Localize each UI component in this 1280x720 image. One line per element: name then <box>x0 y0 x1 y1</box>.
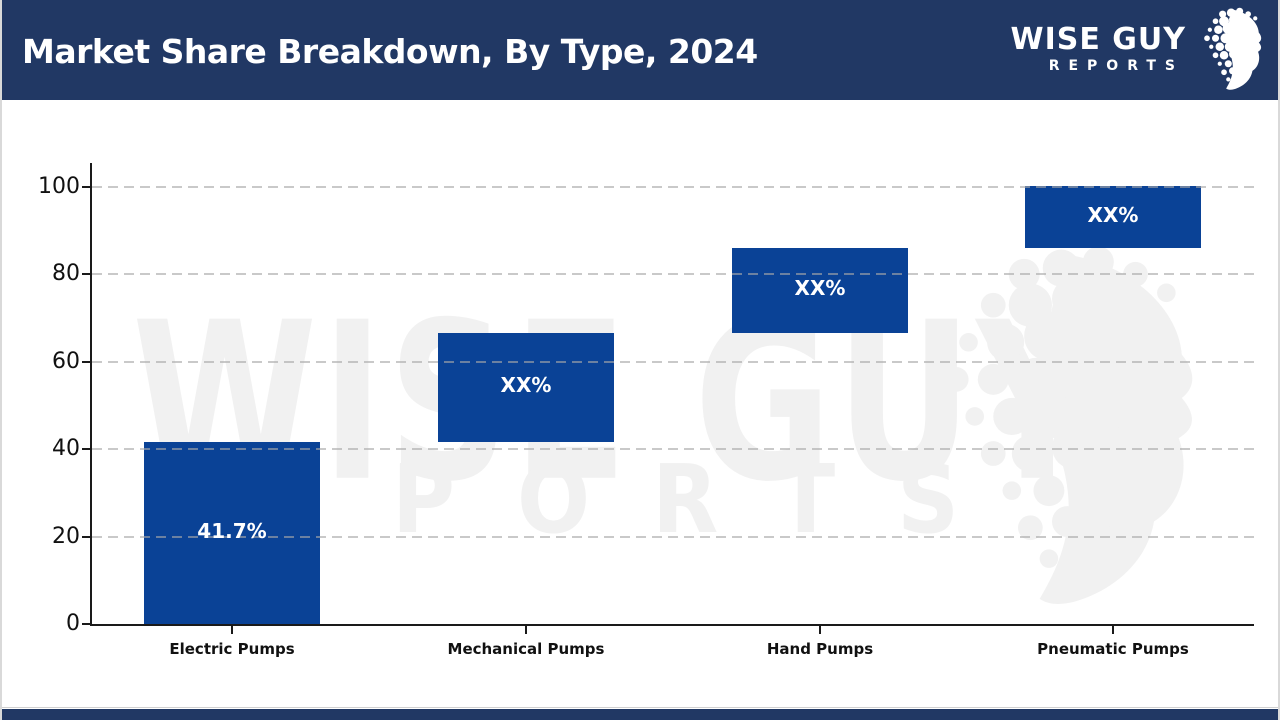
x-category-label: Hand Pumps <box>766 640 874 658</box>
gridline-60 <box>92 360 1254 363</box>
y-axis-tick <box>82 535 90 538</box>
y-axis-spine <box>90 163 92 626</box>
x-axis-tick <box>819 626 821 634</box>
x-category-label: Mechanical Pumps <box>447 640 605 658</box>
x-axis-spine <box>90 624 1254 626</box>
y-tick-label: 60 <box>52 348 80 374</box>
bar-hand-pumps <box>732 248 908 333</box>
logo-head-dots-icon <box>1204 7 1262 90</box>
y-tick-label: 0 <box>66 611 80 636</box>
gridline-40 <box>92 448 1254 451</box>
bar-value-label: 41.7% <box>197 518 267 543</box>
x-category-label: Pneumatic Pumps <box>1037 640 1189 658</box>
bar-pneumatic-pumps <box>1025 185 1201 248</box>
bar-mechanical-pumps <box>438 332 614 442</box>
bar-value-label: XX% <box>794 276 846 301</box>
y-axis-tick <box>82 448 90 451</box>
wise-guy-reports-logo: WISE GUY REPORTS <box>1010 0 1264 100</box>
y-tick-label: 80 <box>52 261 80 287</box>
y-axis-tick <box>82 623 90 625</box>
x-axis-tick <box>525 626 527 634</box>
y-tick-label: 100 <box>38 173 80 199</box>
header-bar: Market Share Breakdown, By Type, 2024 WI… <box>2 0 1278 100</box>
footer-divider <box>2 707 1278 708</box>
bar-electric-pumps <box>144 441 320 624</box>
footer-bar <box>2 709 1278 720</box>
bar-value-label: XX% <box>500 373 552 398</box>
logo-wordmark: WISE GUY <box>1010 22 1186 57</box>
y-axis-tick <box>82 360 90 363</box>
gridline-100 <box>92 185 1254 188</box>
y-axis-tick <box>82 273 90 276</box>
logo-subtitle: REPORTS <box>1048 58 1184 74</box>
y-tick-label: 40 <box>52 436 80 462</box>
page-title: Market Share Breakdown, By Type, 2024 <box>22 32 758 71</box>
x-axis-tick <box>1112 626 1114 634</box>
gridline-80 <box>92 273 1254 276</box>
x-axis-tick <box>231 626 233 634</box>
bar-value-label: XX% <box>1087 202 1139 227</box>
y-axis-tick <box>82 185 90 188</box>
gridline-20 <box>92 535 1254 538</box>
x-category-label: Electric Pumps <box>169 640 295 658</box>
y-tick-label: 20 <box>52 523 80 549</box>
